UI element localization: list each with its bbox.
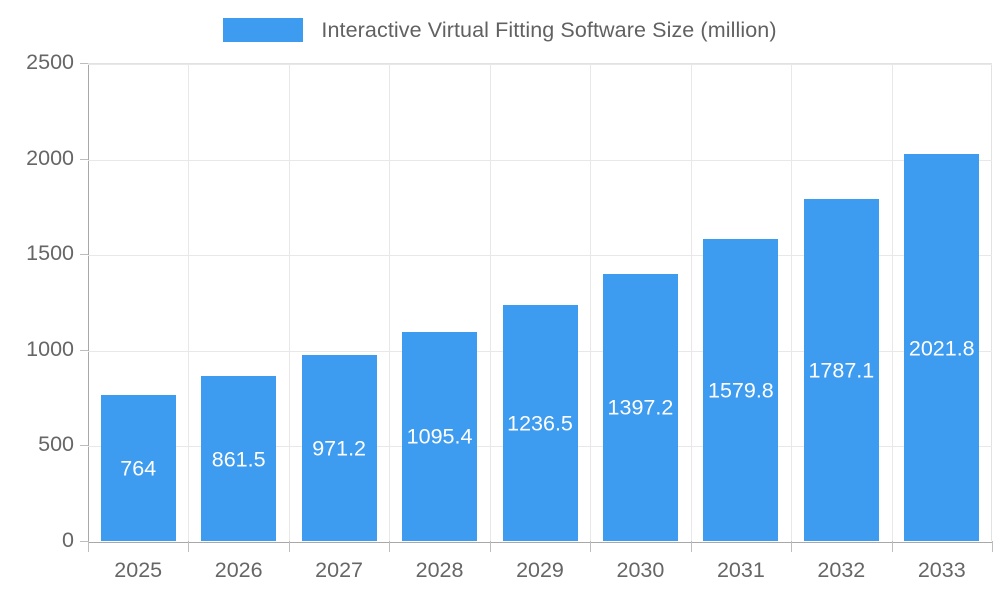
bar-value-label: 861.5 <box>211 446 266 471</box>
y-axis-tick-label: 500 <box>38 432 74 457</box>
vertical-gridline <box>188 64 189 542</box>
x-axis-tick-mark <box>88 541 89 552</box>
x-axis-tick-label[interactable]: 2030 <box>616 558 665 582</box>
x-axis-tick-label[interactable]: 2025 <box>114 558 163 582</box>
vertical-gridline <box>289 64 290 542</box>
x-axis-tick-mark <box>389 541 390 552</box>
x-axis-tick-mark <box>188 541 189 552</box>
x-axis-tick-mark <box>590 541 591 552</box>
y-axis-tick-mark <box>80 158 88 160</box>
y-axis-tick-mark <box>80 254 88 256</box>
vertical-gridline <box>892 64 893 542</box>
bar[interactable] <box>402 331 478 541</box>
y-axis-tick-label: 1500 <box>26 241 74 266</box>
vertical-gridline <box>490 64 491 542</box>
bar-value-label: 1579.8 <box>707 378 774 403</box>
bar-value-label: 2021.8 <box>908 335 975 360</box>
y-axis-tick-mark <box>80 63 88 64</box>
x-axis-tick-label[interactable]: 2027 <box>315 558 364 582</box>
x-axis-tick-mark <box>289 541 290 552</box>
bar-value-label: 1236.5 <box>507 411 573 436</box>
bar[interactable] <box>201 376 277 541</box>
x-axis-tick-label[interactable]: 2032 <box>817 558 866 582</box>
bar-value-label: 764 <box>120 456 157 481</box>
x-axis-tick-label[interactable]: 2026 <box>214 558 263 582</box>
y-axis-line <box>88 63 89 551</box>
bar[interactable] <box>904 154 980 541</box>
legend-label: Interactive Virtual Fitting Software Siz… <box>321 17 777 42</box>
bar[interactable] <box>803 199 879 541</box>
y-axis-tick-label: 1000 <box>26 336 74 361</box>
bar-value-label: 1095.4 <box>406 424 473 449</box>
bar-value-label: 1397.2 <box>607 395 674 420</box>
plot-area: 764 861.5 971.2 1095.4 1236.5 1397.2 1579.8 178… <box>88 63 992 543</box>
bar[interactable] <box>100 394 176 541</box>
gridline <box>88 159 992 161</box>
y-axis-tick-label: 0 <box>62 528 74 552</box>
x-axis-tick-label[interactable]: 2028 <box>415 558 464 582</box>
x-axis-tick-mark <box>490 541 491 552</box>
x-axis-tick-mark <box>791 541 792 552</box>
x-axis-tick-label[interactable]: 2033 <box>917 558 966 582</box>
y-axis-tick-mark <box>80 445 88 447</box>
bar[interactable] <box>703 238 779 541</box>
bar[interactable] <box>301 355 377 541</box>
bar-value-label: 1787.1 <box>808 358 875 383</box>
gridline <box>88 255 992 257</box>
x-axis-tick-mark <box>892 541 893 552</box>
y-axis-tick-mark <box>80 349 88 351</box>
x-axis-tick-label[interactable]: 2031 <box>716 558 765 582</box>
y-axis-tick-label: 2500 <box>26 50 74 74</box>
x-axis-tick-mark <box>691 541 692 552</box>
vertical-gridline <box>590 64 591 542</box>
x-axis-tick-mark <box>992 541 993 552</box>
y-axis-tick-mark <box>80 541 88 542</box>
gridline <box>88 542 992 543</box>
legend-item[interactable]: Interactive Virtual Fitting Software Siz… <box>223 18 776 43</box>
bar-value-label: 971.2 <box>312 436 367 461</box>
legend-color-swatch <box>223 18 304 42</box>
bar[interactable] <box>602 273 678 541</box>
bar[interactable] <box>502 304 578 541</box>
gridline <box>88 64 992 65</box>
vertical-gridline <box>791 64 792 542</box>
chart-legend: Interactive Virtual Fitting Software Siz… <box>0 12 1000 48</box>
y-axis-tick-label: 2000 <box>26 145 74 170</box>
vertical-gridline <box>389 64 390 542</box>
x-axis-tick-label[interactable]: 2029 <box>516 558 564 582</box>
vertical-gridline <box>691 64 692 542</box>
